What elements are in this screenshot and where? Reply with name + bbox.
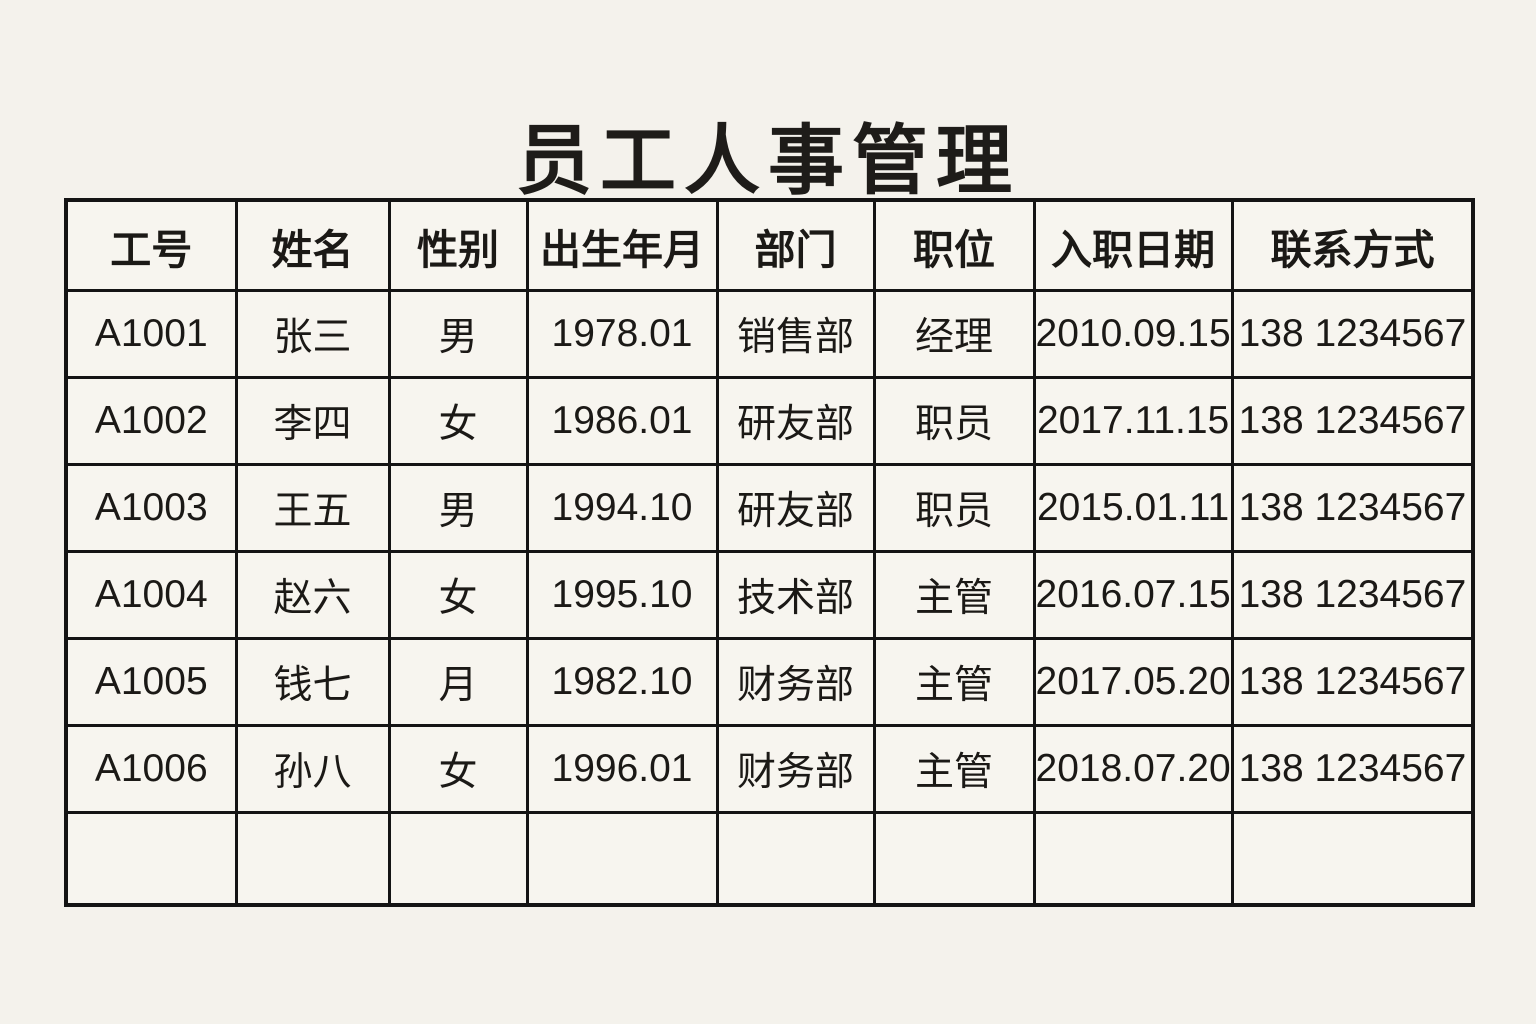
cell-department: 财务部 <box>715 637 876 727</box>
cell-contact: 138 1234567 <box>1230 724 1475 814</box>
cell-name: 孙八 <box>234 724 391 814</box>
cell-birth-date: 1995.10 <box>525 550 719 640</box>
cell-gender <box>387 811 529 907</box>
cell-birth-date: 1994.10 <box>525 463 719 553</box>
cell-hire-date: 2015.01.11 <box>1032 463 1234 553</box>
column-header-birth-date: 出生年月 <box>525 198 719 292</box>
table-row: A1001 张三 男 1978.01 销售部 经理 2010.09.15 138… <box>64 289 1475 379</box>
column-header-hire-date: 入职日期 <box>1032 198 1234 292</box>
employee-table: 工号 姓名 性别 出生年月 部门 职位 入职日期 联系方式 A1001 张三 男… <box>64 198 1476 907</box>
column-header-contact: 联系方式 <box>1230 198 1475 292</box>
cell-gender: 女 <box>387 724 529 814</box>
cell-contact: 138 1234567 <box>1230 289 1475 379</box>
cell-name: 李四 <box>234 376 391 466</box>
cell-hire-date: 2018.07.20 <box>1032 724 1234 814</box>
cell-name: 张三 <box>234 289 391 379</box>
cell-employee-id: A1001 <box>64 289 238 379</box>
column-header-department: 部门 <box>715 198 876 292</box>
cell-birth-date: 1986.01 <box>525 376 719 466</box>
cell-gender: 月 <box>387 637 529 727</box>
cell-birth-date: 1996.01 <box>525 724 719 814</box>
cell-contact: 138 1234567 <box>1230 376 1475 466</box>
cell-name: 钱七 <box>234 637 391 727</box>
table-row: A1004 赵六 女 1995.10 技术部 主管 2016.07.15 138… <box>64 550 1475 640</box>
cell-employee-id: A1003 <box>64 463 238 553</box>
cell-hire-date: 2017.05.20 <box>1032 637 1234 727</box>
cell-hire-date <box>1032 811 1234 907</box>
cell-gender: 女 <box>387 376 529 466</box>
table-row: A1002 李四 女 1986.01 研友部 职员 2017.11.15 138… <box>64 376 1475 466</box>
cell-position: 经理 <box>872 289 1036 379</box>
column-header-name: 姓名 <box>234 198 391 292</box>
table-row: A1005 钱七 月 1982.10 财务部 主管 2017.05.20 138… <box>64 637 1475 727</box>
cell-employee-id: A1005 <box>64 637 238 727</box>
page-title: 员工人事管理 <box>516 118 1020 204</box>
cell-position <box>872 811 1036 907</box>
column-header-gender: 性别 <box>387 198 529 292</box>
cell-gender: 男 <box>387 463 529 553</box>
cell-hire-date: 2016.07.15 <box>1032 550 1234 640</box>
cell-employee-id: A1004 <box>64 550 238 640</box>
cell-birth-date <box>525 811 719 907</box>
cell-position: 主管 <box>872 550 1036 640</box>
column-header-employee-id: 工号 <box>64 198 238 292</box>
cell-name <box>234 811 391 907</box>
cell-contact <box>1230 811 1475 907</box>
cell-employee-id: A1002 <box>64 376 238 466</box>
cell-department: 研友部 <box>715 463 876 553</box>
cell-gender: 男 <box>387 289 529 379</box>
cell-position: 职员 <box>872 463 1036 553</box>
table-row: A1003 王五 男 1994.10 研友部 职员 2015.01.11 138… <box>64 463 1475 553</box>
cell-department: 销售部 <box>715 289 876 379</box>
cell-birth-date: 1978.01 <box>525 289 719 379</box>
cell-hire-date: 2017.11.15 <box>1032 376 1234 466</box>
cell-department: 技术部 <box>715 550 876 640</box>
cell-position: 职员 <box>872 376 1036 466</box>
cell-employee-id: A1006 <box>64 724 238 814</box>
cell-hire-date: 2010.09.15 <box>1032 289 1234 379</box>
column-header-position: 职位 <box>872 198 1036 292</box>
cell-position: 主管 <box>872 724 1036 814</box>
cell-employee-id <box>64 811 238 907</box>
cell-contact: 138 1234567 <box>1230 637 1475 727</box>
cell-department: 研友部 <box>715 376 876 466</box>
cell-birth-date: 1982.10 <box>525 637 719 727</box>
cell-contact: 138 1234567 <box>1230 550 1475 640</box>
empty-table-row <box>64 811 1475 907</box>
header-row: 工号 姓名 性别 出生年月 部门 职位 入职日期 联系方式 <box>64 198 1475 292</box>
cell-name: 王五 <box>234 463 391 553</box>
cell-position: 主管 <box>872 637 1036 727</box>
cell-department: 财务部 <box>715 724 876 814</box>
cell-gender: 女 <box>387 550 529 640</box>
cell-name: 赵六 <box>234 550 391 640</box>
cell-department <box>715 811 876 907</box>
table-row: A1006 孙八 女 1996.01 财务部 主管 2018.07.20 138… <box>64 724 1475 814</box>
cell-contact: 138 1234567 <box>1230 463 1475 553</box>
